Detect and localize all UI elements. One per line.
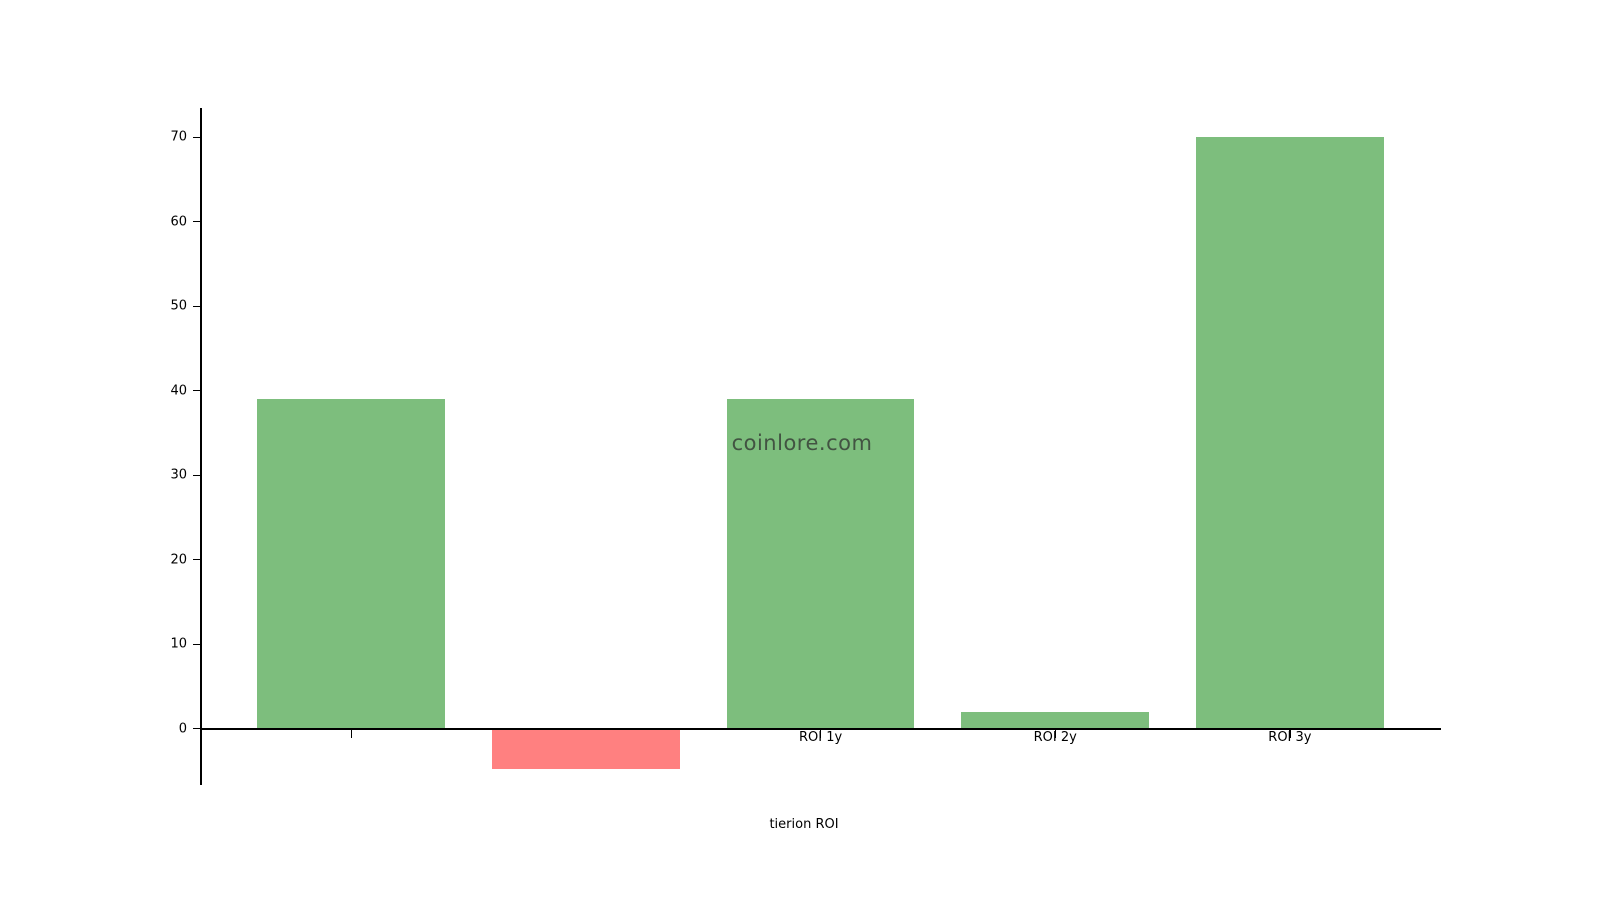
y-axis-spine (200, 108, 202, 785)
y-tick-label: 0 (178, 721, 187, 737)
y-tick-mark (193, 136, 200, 138)
y-tick-label: 10 (170, 636, 187, 652)
y-tick-label: 20 (170, 552, 187, 568)
x-tick-label: ROI 3y (1268, 730, 1312, 746)
x-tick-mark (1289, 728, 1291, 738)
bar-category-2 (492, 728, 680, 770)
y-tick-mark (193, 474, 200, 476)
x-tick-mark (819, 728, 822, 738)
y-tick-label: 40 (170, 383, 187, 399)
y-tick-mark (193, 305, 200, 307)
y-tick-mark (193, 728, 200, 730)
x-axis-title: tierion ROI (769, 817, 839, 832)
y-tick-mark (193, 559, 200, 561)
y-tick-label: 50 (170, 298, 187, 314)
y-tick-label: 60 (170, 214, 187, 230)
y-tick-label: 30 (170, 467, 187, 483)
x-tick-label: ROI 2y (1033, 730, 1077, 746)
watermark: coinlore.com (731, 431, 873, 455)
y-tick-mark (193, 643, 200, 645)
x-tick-mark (350, 728, 352, 738)
y-tick-mark (193, 221, 200, 223)
bar-ROI 3y (1196, 137, 1384, 729)
y-tick-label: 70 (170, 129, 187, 145)
bar-ROI 1y (726, 399, 915, 729)
x-axis-spine (200, 728, 1441, 730)
x-tick-label: ROI 1y (798, 730, 843, 746)
y-tick-mark (193, 390, 200, 392)
bar-category-1 (257, 399, 446, 729)
bar-ROI 2y (961, 711, 1150, 729)
x-tick-mark (1054, 728, 1056, 738)
